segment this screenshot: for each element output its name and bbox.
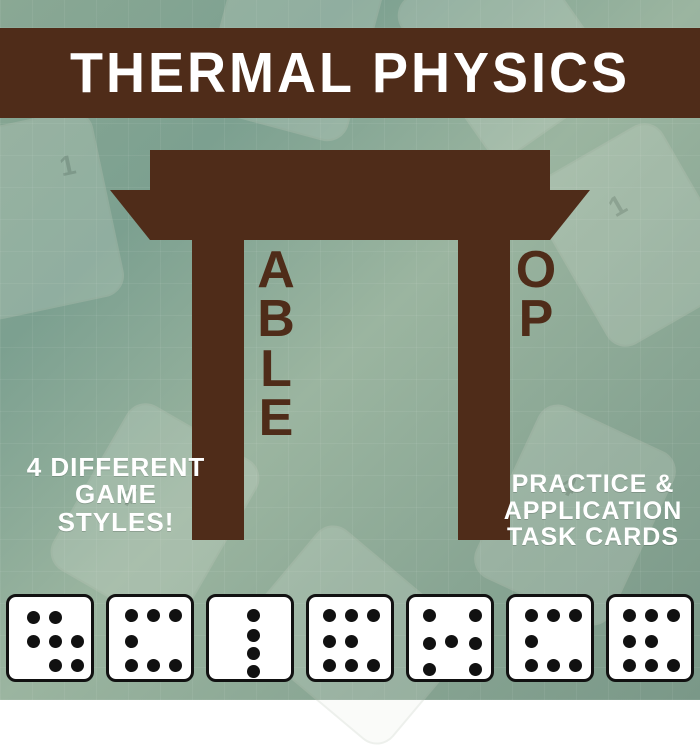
die-n — [406, 594, 494, 682]
die-e — [306, 594, 394, 682]
die-s — [6, 594, 94, 682]
table-top-beam — [150, 150, 550, 190]
dice-row — [0, 594, 700, 682]
tagline-left: 4 DIFFERENT GAME STYLES! — [16, 454, 216, 536]
table-word-left: ABLE — [250, 246, 302, 444]
die-i — [206, 594, 294, 682]
table-word-right: OP — [506, 246, 566, 345]
die-c — [106, 594, 194, 682]
die-e — [606, 594, 694, 682]
tagline-right: PRACTICE & APPLICATION TASK CARDS — [498, 471, 688, 550]
header-bar: THERMAL PHYSICS — [0, 28, 700, 118]
table-trapezoid — [110, 190, 590, 240]
die-c — [506, 594, 594, 682]
header-title: THERMAL PHYSICS — [70, 40, 630, 105]
